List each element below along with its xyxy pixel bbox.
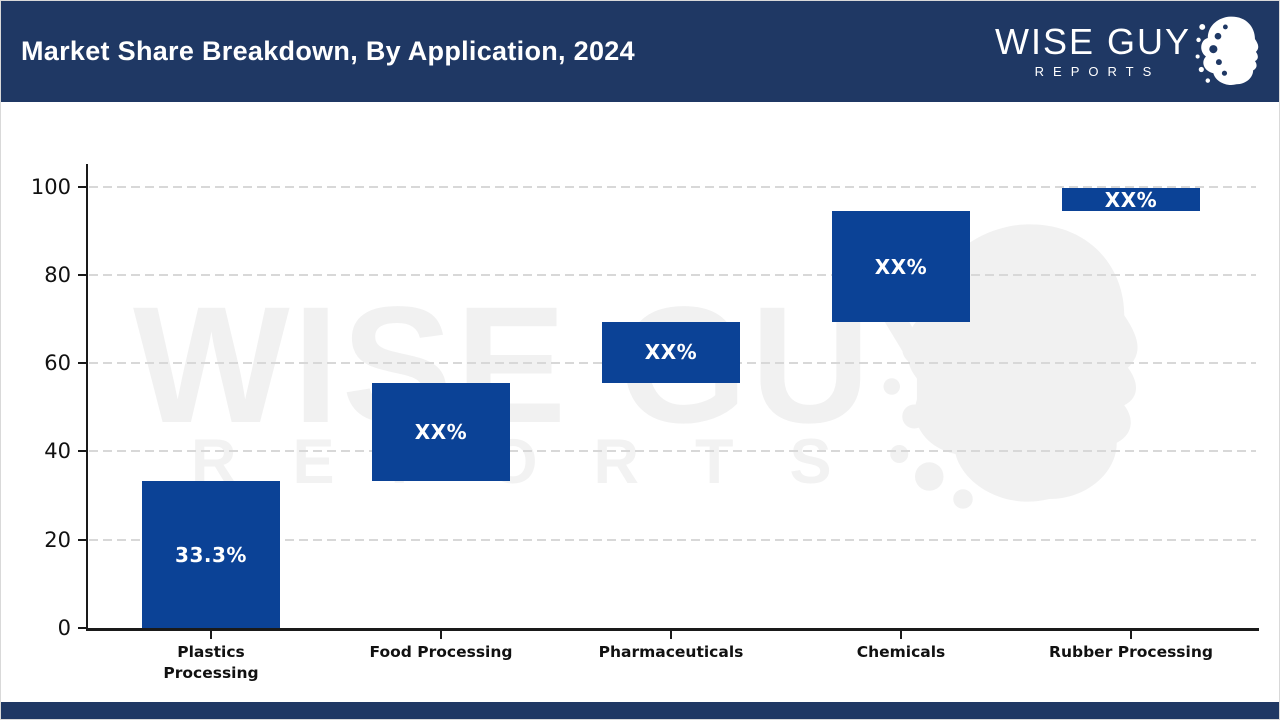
y-tick-80 [78, 273, 86, 276]
brand-name: WISE GUY [994, 21, 1191, 62]
category-label-2: Pharmaceuticals [598, 643, 744, 661]
bar-pharmaceuticals: XX% [602, 321, 740, 384]
gridline-100 [89, 185, 1256, 188]
category-label-3: Chemicals [856, 643, 946, 661]
footer-bar [1, 702, 1279, 719]
bar-chemicals: XX% [832, 211, 970, 322]
category-label-0: Plastics Processing [163, 643, 259, 682]
y-tick-60 [78, 362, 86, 365]
x-tick-1 [440, 631, 442, 639]
y-tick-label-60: 60 [44, 351, 71, 376]
y-tick-label-20: 20 [44, 527, 71, 552]
x-tick-3 [900, 631, 902, 639]
category-label-1: Food Processing [369, 643, 513, 661]
brand-logo: WISE GUY REPORTS [995, 9, 1267, 93]
chart-title: Market Share Breakdown, By Application, … [21, 36, 635, 66]
gridline-20 [89, 538, 1256, 541]
bar-value-label: XX% [874, 254, 928, 279]
y-tick-40 [78, 450, 86, 453]
y-tick-label-80: 80 [44, 262, 71, 287]
y-tick-label-0: 0 [57, 616, 71, 640]
y-tick-label-40: 40 [44, 439, 71, 464]
x-tick-2 [670, 631, 672, 639]
watermark-reports-text: REPORTS [191, 427, 888, 497]
brand-logo-text: WISE GUY REPORTS [994, 21, 1191, 80]
bar-plastics-processing: 33.3% [142, 481, 280, 628]
x-tick-0 [210, 631, 212, 639]
bar-value-label: XX% [414, 420, 468, 445]
plot-area: 0 20 40 60 80 100 33.3% Plastics Processing XX% Fo… [31, 166, 1259, 682]
y-axis-line [86, 164, 88, 630]
x-axis-line [86, 628, 1259, 631]
y-tick-label-100: 100 [30, 174, 71, 199]
bar-rubber-processing: XX% [1062, 187, 1200, 212]
bar-value-label: XX% [1104, 187, 1158, 212]
header-bar: Market Share Breakdown, By Application, … [1, 1, 1279, 102]
x-tick-4 [1130, 631, 1132, 639]
bar-value-label: 33.3% [175, 542, 247, 567]
gridline-80 [89, 273, 1256, 276]
bar-value-label: XX% [644, 340, 698, 365]
y-tick-0 [78, 627, 86, 629]
category-label-4: Rubber Processing [1049, 643, 1213, 661]
y-tick-20 [78, 538, 86, 541]
brand-head-icon [1195, 16, 1259, 85]
brand-subname: REPORTS [1034, 64, 1161, 79]
y-tick-100 [78, 185, 86, 188]
bar-food-processing: XX% [372, 383, 510, 482]
gridline-40 [89, 450, 1256, 453]
